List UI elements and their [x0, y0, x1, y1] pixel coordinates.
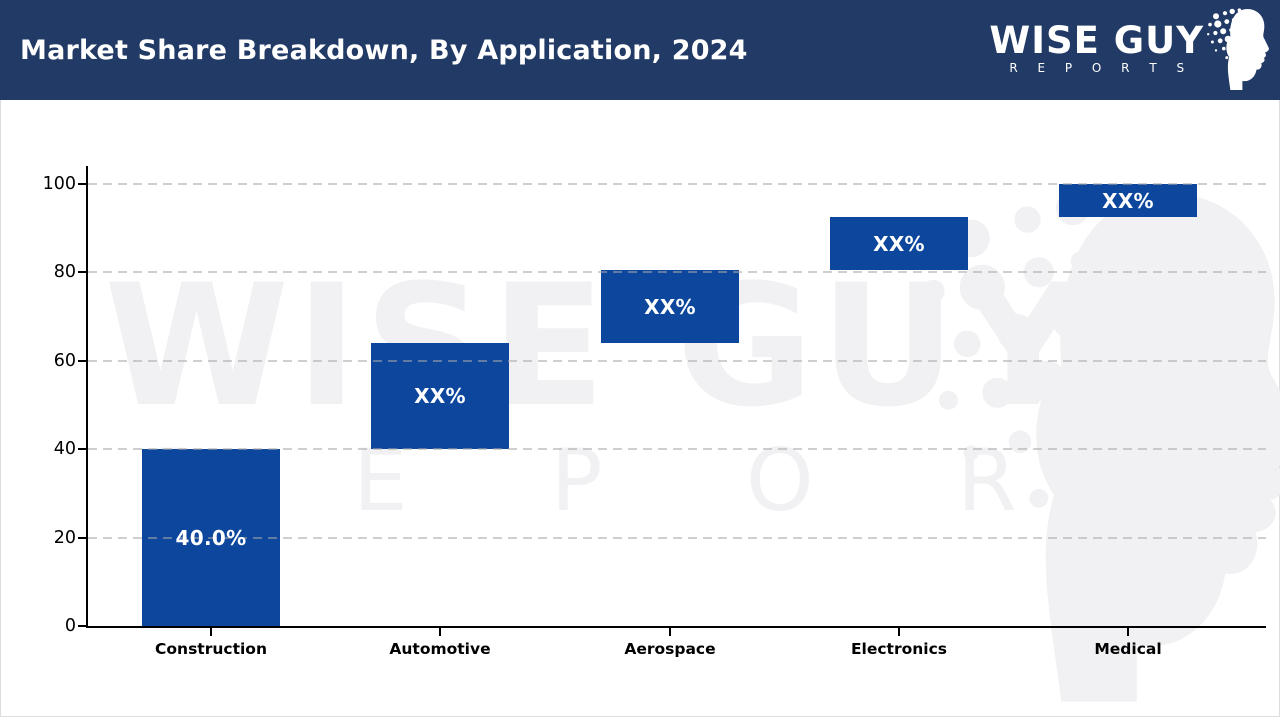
x-category-label: Electronics — [850, 640, 948, 658]
header-bar: Market Share Breakdown, By Application, … — [0, 0, 1280, 100]
wiseguy-logo: WISE GUY R E P O R T S — [989, 4, 1270, 92]
page-title: Market Share Breakdown, By Application, … — [20, 34, 748, 66]
x-axis-spine — [86, 626, 1266, 628]
y-tick-label: 0 — [64, 616, 76, 636]
y-tick-mark — [78, 537, 86, 539]
y-tick-mark — [78, 271, 86, 273]
y-tick-mark — [78, 183, 86, 185]
gridline — [88, 183, 1266, 185]
x-tick-mark — [669, 628, 671, 636]
y-tick-mark — [78, 360, 86, 362]
x-tick-mark — [1127, 628, 1129, 636]
logo-subtitle: R E P O R T S — [1009, 61, 1193, 75]
y-tick-label: 20 — [53, 528, 76, 548]
y-tick-label: 80 — [53, 262, 76, 282]
x-category-label: Automotive — [389, 640, 491, 658]
bar-value-label: XX% — [873, 231, 925, 256]
bar-value-label: XX% — [414, 384, 466, 408]
gridline — [88, 360, 1266, 362]
bar-value-label: XX% — [1102, 188, 1154, 213]
x-tick-mark — [898, 628, 900, 636]
gridline — [88, 448, 1266, 450]
gridline — [88, 537, 1266, 539]
wiseguy-head-icon — [1207, 8, 1269, 91]
logo-wordmark: WISE GUY — [989, 19, 1204, 62]
bar-electronics — [830, 217, 968, 270]
x-tick-mark — [210, 628, 212, 636]
x-category-label: Construction — [155, 640, 267, 658]
bar-aerospace — [601, 270, 739, 343]
x-category-label: Medical — [1094, 640, 1162, 658]
y-axis-spine — [86, 166, 88, 628]
y-tick-label: 60 — [53, 351, 76, 371]
y-tick-mark — [78, 448, 86, 450]
y-tick-mark — [78, 625, 86, 627]
x-category-label: Aerospace — [624, 640, 716, 658]
y-tick-label: 100 — [42, 174, 76, 194]
y-tick-label: 40 — [53, 439, 76, 459]
gridline — [88, 271, 1266, 273]
bar-value-label: XX% — [644, 294, 696, 319]
bar-value-label: 40.0% — [175, 525, 247, 550]
x-tick-mark — [439, 628, 441, 636]
